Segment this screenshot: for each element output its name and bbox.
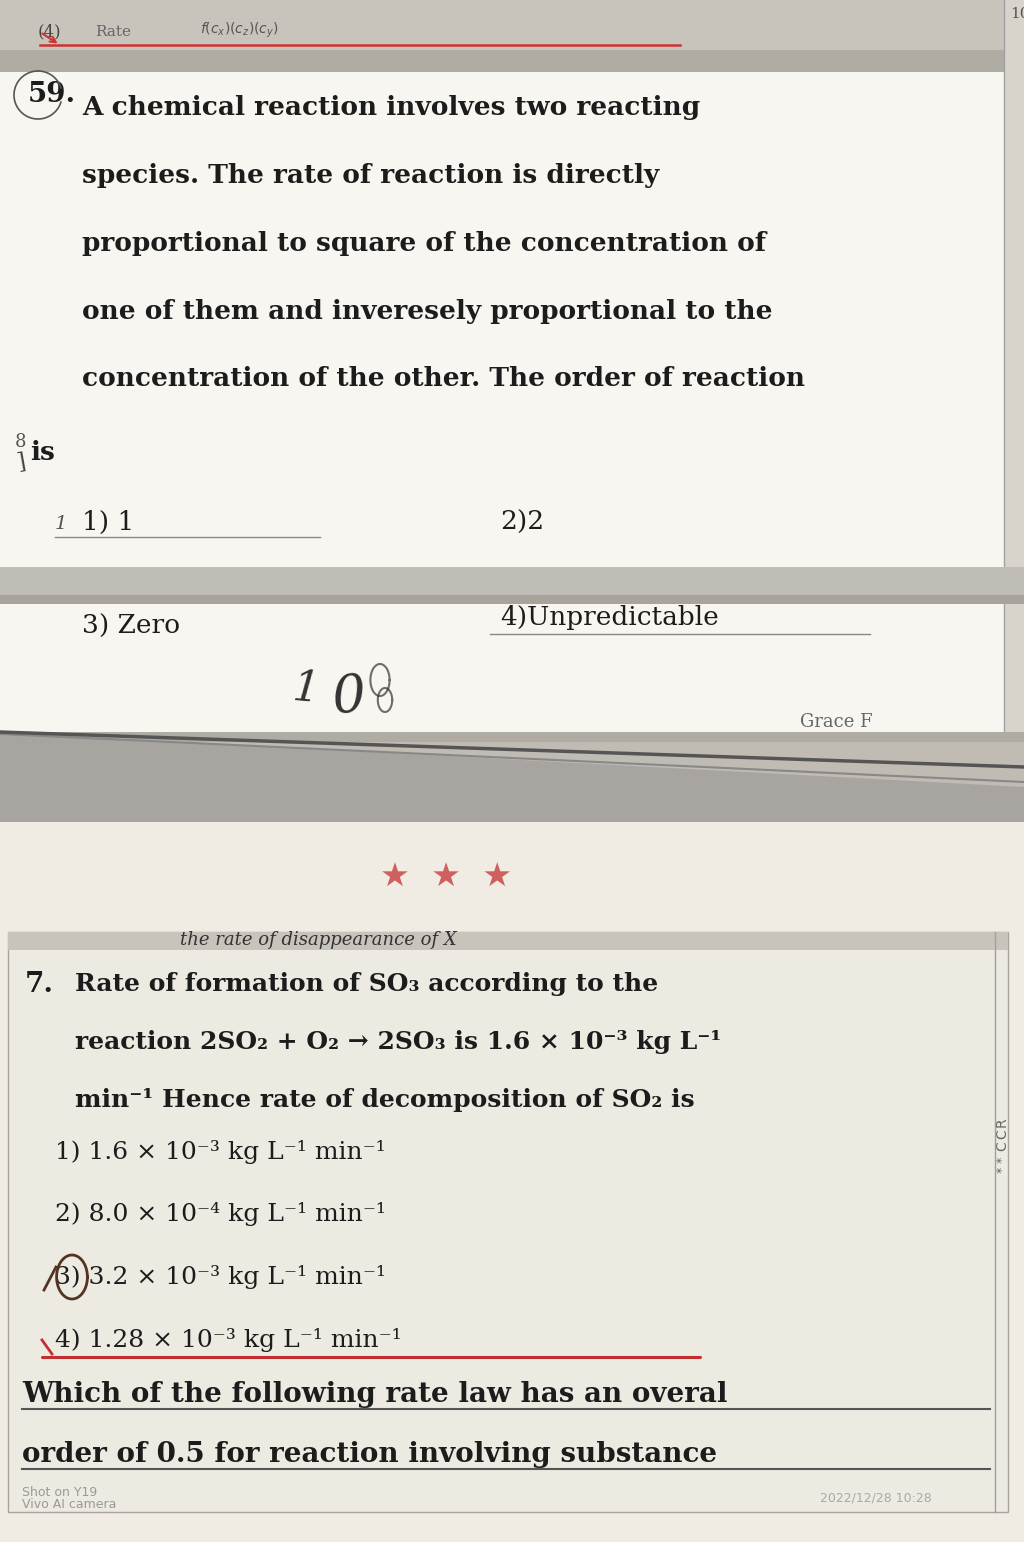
- Text: is: is: [30, 439, 55, 464]
- Text: ★  ★  ★: ★ ★ ★: [380, 860, 512, 893]
- Text: the rate of disappearance of X: the rate of disappearance of X: [180, 931, 457, 948]
- Text: Shot on Y19: Shot on Y19: [22, 1485, 97, 1499]
- Bar: [0, 0, 1024, 891]
- Text: 2) 8.0 × 10⁻⁴ kg L⁻¹ min⁻¹: 2) 8.0 × 10⁻⁴ kg L⁻¹ min⁻¹: [55, 1203, 386, 1226]
- Text: proportional to square of the concentration of: proportional to square of the concentrat…: [82, 230, 766, 256]
- Text: C: C: [995, 1141, 1009, 1150]
- Bar: [8, 931, 1008, 950]
- Text: 0: 0: [330, 671, 368, 723]
- Text: order of 0.5 for reaction involving substance: order of 0.5 for reaction involving subs…: [22, 1440, 717, 1468]
- Text: 2022/12/28 10:28: 2022/12/28 10:28: [820, 1491, 932, 1505]
- Text: 2)2: 2)2: [500, 509, 544, 535]
- Text: 8: 8: [15, 433, 27, 450]
- Text: ]: ]: [15, 450, 28, 473]
- Bar: [0, 567, 1024, 597]
- Text: Which of the following rate law has an overal: Which of the following rate law has an o…: [22, 1380, 727, 1408]
- Text: one of them and inveresely proportional to the: one of them and inveresely proportional …: [82, 299, 772, 324]
- Text: Rate of formation of SO₃ according to the: Rate of formation of SO₃ according to th…: [75, 971, 658, 996]
- Text: species. The rate of reaction is directly: species. The rate of reaction is directl…: [82, 162, 659, 188]
- Bar: [0, 732, 1024, 822]
- Text: 1: 1: [290, 668, 321, 711]
- Text: *: *: [995, 1167, 1009, 1173]
- Text: 7.: 7.: [25, 970, 54, 998]
- Text: *: *: [995, 1156, 1009, 1163]
- Text: C: C: [995, 1129, 1009, 1140]
- Bar: [8, 931, 1008, 1513]
- Text: 1) 1: 1) 1: [82, 509, 134, 535]
- Text: 4) 1.28 × 10⁻³ kg L⁻¹ min⁻¹: 4) 1.28 × 10⁻³ kg L⁻¹ min⁻¹: [55, 1328, 401, 1352]
- Text: (4): (4): [38, 23, 61, 40]
- Bar: [0, 922, 1024, 1542]
- Text: 10: 10: [1010, 8, 1024, 22]
- Polygon shape: [0, 732, 1024, 822]
- Text: 1) 1.6 × 10⁻³ kg L⁻¹ min⁻¹: 1) 1.6 × 10⁻³ kg L⁻¹ min⁻¹: [55, 1140, 386, 1164]
- Bar: [0, 0, 1024, 822]
- Bar: [0, 595, 1024, 604]
- Text: Grace F: Grace F: [800, 712, 872, 731]
- Bar: [1005, 0, 1024, 822]
- Bar: [0, 822, 1024, 922]
- Text: reaction 2SO₂ + O₂ → 2SO₃ is 1.6 × 10⁻³ kg L⁻¹: reaction 2SO₂ + O₂ → 2SO₃ is 1.6 × 10⁻³ …: [75, 1030, 721, 1055]
- Text: min⁻¹ Hence rate of decomposition of SO₂ is: min⁻¹ Hence rate of decomposition of SO₂…: [75, 1089, 694, 1112]
- Text: 3) Zero: 3) Zero: [82, 614, 180, 638]
- Text: concentration of the other. The order of reaction: concentration of the other. The order of…: [82, 367, 805, 392]
- Text: 4)Unpredictable: 4)Unpredictable: [500, 604, 719, 629]
- Text: 59.: 59.: [28, 80, 76, 108]
- Bar: [0, 49, 1024, 72]
- Text: 1: 1: [55, 515, 68, 534]
- Bar: [0, 0, 1024, 52]
- Text: Vivo AI camera: Vivo AI camera: [22, 1497, 117, 1511]
- Text: 3) 3.2 × 10⁻³ kg L⁻¹ min⁻¹: 3) 3.2 × 10⁻³ kg L⁻¹ min⁻¹: [55, 1264, 386, 1289]
- Text: R: R: [995, 1118, 1009, 1127]
- Text: $f(c_x)(c_z)(c_y)$: $f(c_x)(c_z)(c_y)$: [200, 20, 279, 40]
- Bar: [0, 742, 1024, 813]
- Text: Rate: Rate: [95, 25, 131, 39]
- Text: A chemical reaction involves two reacting: A chemical reaction involves two reactin…: [82, 94, 700, 119]
